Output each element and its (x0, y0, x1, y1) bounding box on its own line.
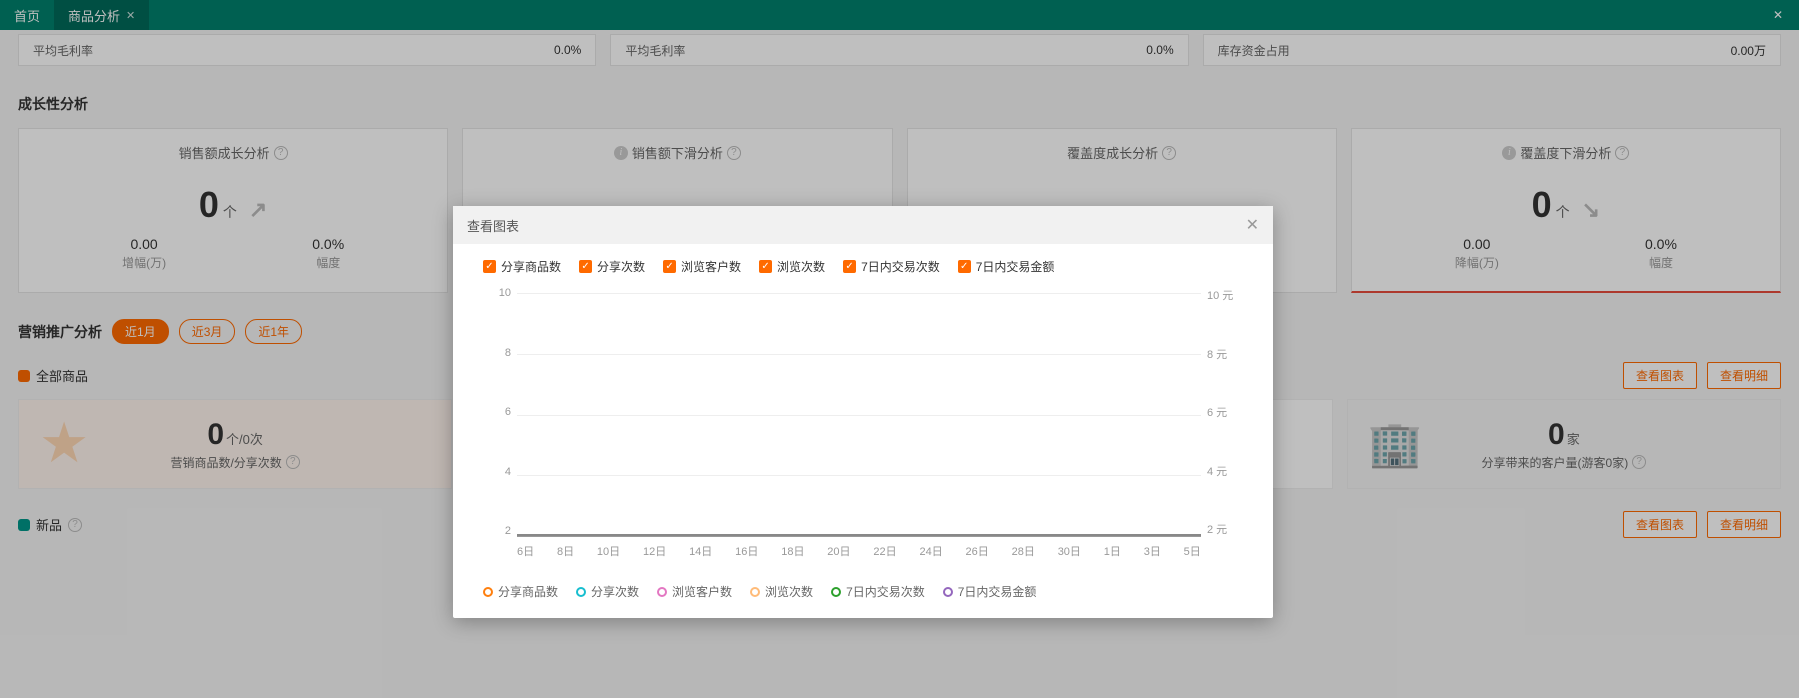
legend-marker-icon (657, 587, 667, 597)
checkbox-label: 分享次数 (597, 258, 645, 275)
legend-checkbox[interactable]: ✓ 分享商品数 (483, 258, 561, 275)
legend-checkbox[interactable]: ✓ 分享次数 (579, 258, 645, 275)
legend-item[interactable]: 浏览次数 (750, 583, 813, 600)
legend-label: 分享次数 (591, 583, 639, 600)
plot-area (517, 293, 1201, 537)
legend-label: 浏览次数 (765, 583, 813, 600)
legend-marker-icon (483, 587, 493, 597)
checkbox-icon: ✓ (843, 260, 856, 273)
checkbox-icon: ✓ (958, 260, 971, 273)
legend-item[interactable]: 浏览客户数 (657, 583, 732, 600)
modal-title: 查看图表 (467, 216, 519, 235)
y-axis-left: 108642 (483, 287, 511, 537)
data-line (517, 534, 1201, 536)
legend-label: 浏览客户数 (672, 583, 732, 600)
checkbox-icon: ✓ (579, 260, 592, 273)
legend-item[interactable]: 分享商品数 (483, 583, 558, 600)
legend-item[interactable]: 7日内交易次数 (831, 583, 925, 600)
checkbox-label: 浏览次数 (777, 258, 825, 275)
legend-marker-icon (831, 587, 841, 597)
legend-label: 分享商品数 (498, 583, 558, 600)
legend-marker-icon (943, 587, 953, 597)
legend-checkbox[interactable]: ✓ 7日内交易金额 (958, 258, 1055, 275)
legend-label: 7日内交易金额 (958, 583, 1037, 600)
modal-close-icon[interactable]: ✕ (1246, 215, 1259, 235)
chart-area: 108642 10 元8 元6 元4 元2 元 6日8日10日12日14日16日… (483, 287, 1243, 567)
legend-checkbox[interactable]: ✓ 浏览客户数 (663, 258, 741, 275)
chart-legend: 分享商品数 分享次数 浏览客户数 浏览次数 7日内交易次数 7日内交易金额 (453, 577, 1273, 618)
checkbox-label: 7日内交易金额 (976, 258, 1055, 275)
checkbox-label: 浏览客户数 (681, 258, 741, 275)
legend-label: 7日内交易次数 (846, 583, 925, 600)
chart-modal: 查看图表 ✕ ✓ 分享商品数 ✓ 分享次数 ✓ 浏览客户数 ✓ 浏览次数 ✓ 7日内交易次数 ✓ 7日… (453, 206, 1273, 618)
checkbox-label: 分享商品数 (501, 258, 561, 275)
legend-item[interactable]: 分享次数 (576, 583, 639, 600)
x-axis: 6日8日10日12日14日16日18日20日22日24日26日28日30日1日3… (517, 543, 1201, 559)
checkbox-icon: ✓ (663, 260, 676, 273)
checkbox-label: 7日内交易次数 (861, 258, 940, 275)
legend-marker-icon (576, 587, 586, 597)
legend-item[interactable]: 7日内交易金额 (943, 583, 1037, 600)
legend-checkbox[interactable]: ✓ 7日内交易次数 (843, 258, 940, 275)
legend-checkboxes: ✓ 分享商品数 ✓ 分享次数 ✓ 浏览客户数 ✓ 浏览次数 ✓ 7日内交易次数 ✓ 7日内交易金额 (453, 244, 1273, 281)
checkbox-icon: ✓ (483, 260, 496, 273)
legend-marker-icon (750, 587, 760, 597)
legend-checkbox[interactable]: ✓ 浏览次数 (759, 258, 825, 275)
y-axis-right: 10 元8 元6 元4 元2 元 (1207, 287, 1243, 537)
checkbox-icon: ✓ (759, 260, 772, 273)
